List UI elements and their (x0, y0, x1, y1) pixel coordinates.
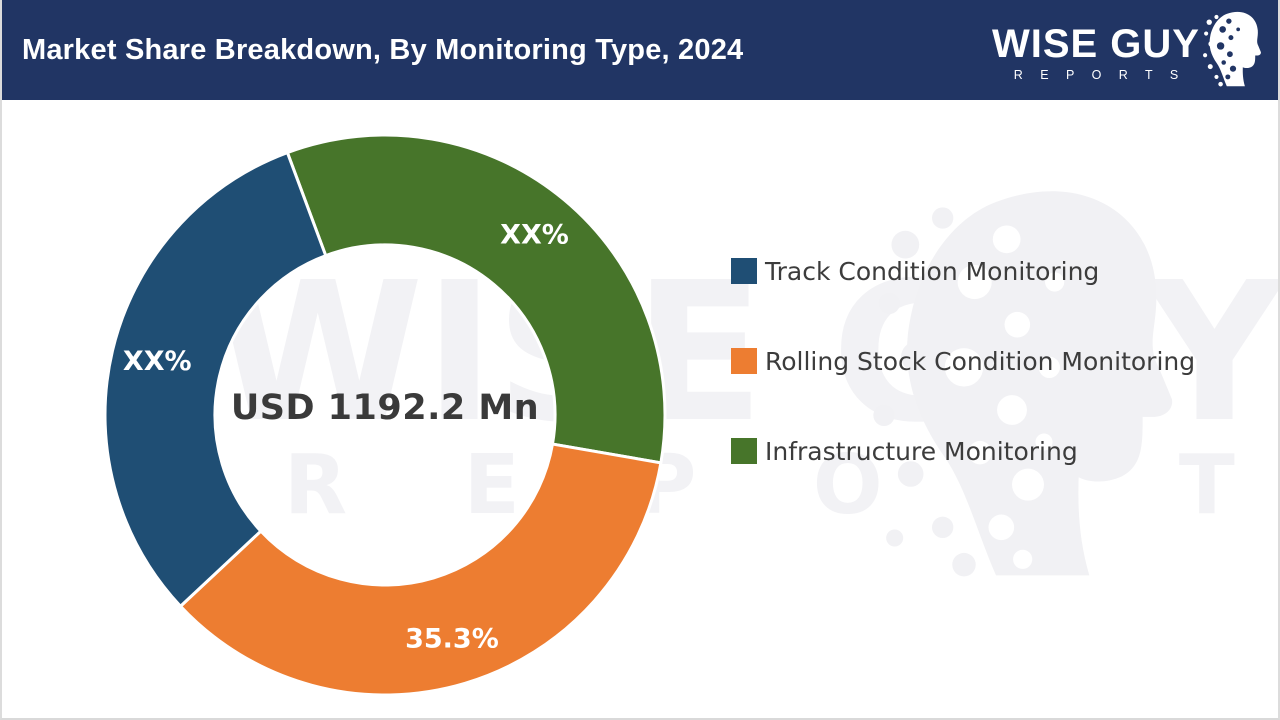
legend-item-infrastructure-monitoring: Infrastructure Monitoring (731, 436, 1195, 466)
brand-reports-label: R E P O R T S (1013, 68, 1186, 82)
legend-swatch-icon (731, 348, 757, 374)
donut-slice-track-condition-monitoring (103, 151, 328, 608)
brand-face-icon (1203, 11, 1261, 87)
brand-logo: WISE GUY R E P O R T S (992, 6, 1264, 90)
legend-item-rolling-stock-condition-monitoring: Rolling Stock Condition Monitoring (731, 346, 1195, 376)
header-bar: Market Share Breakdown, By Monitoring Ty… (0, 0, 1280, 100)
watermark-face-icon (873, 191, 1173, 577)
legend-label: Rolling Stock Condition Monitoring (765, 346, 1196, 376)
donut-slice-infrastructure-monitoring (285, 133, 667, 465)
donut-center-value: USD 1192.2 Mn (231, 388, 539, 428)
donut-chart: XX% 35.3% XX% USD 1192.2 Mn (103, 133, 667, 697)
slice-percentage-label: XX% (123, 346, 192, 377)
page-title: Market Share Breakdown, By Monitoring Ty… (22, 33, 744, 66)
donut-slice-rolling-stock-condition-monitoring (178, 442, 663, 697)
slice-percentage-label: XX% (500, 220, 569, 251)
legend-label: Infrastructure Monitoring (765, 436, 1078, 466)
legend-swatch-icon (731, 258, 757, 284)
legend-label: Track Condition Monitoring (765, 256, 1100, 286)
brand-wordmark: WISE GUY (991, 22, 1200, 66)
chart-legend: Track Condition Monitoring Rolling Stock … (731, 256, 1195, 466)
slice-percentage-label: 35.3% (405, 624, 499, 655)
legend-item-track-condition-monitoring: Track Condition Monitoring (731, 256, 1195, 286)
legend-swatch-icon (731, 438, 757, 464)
